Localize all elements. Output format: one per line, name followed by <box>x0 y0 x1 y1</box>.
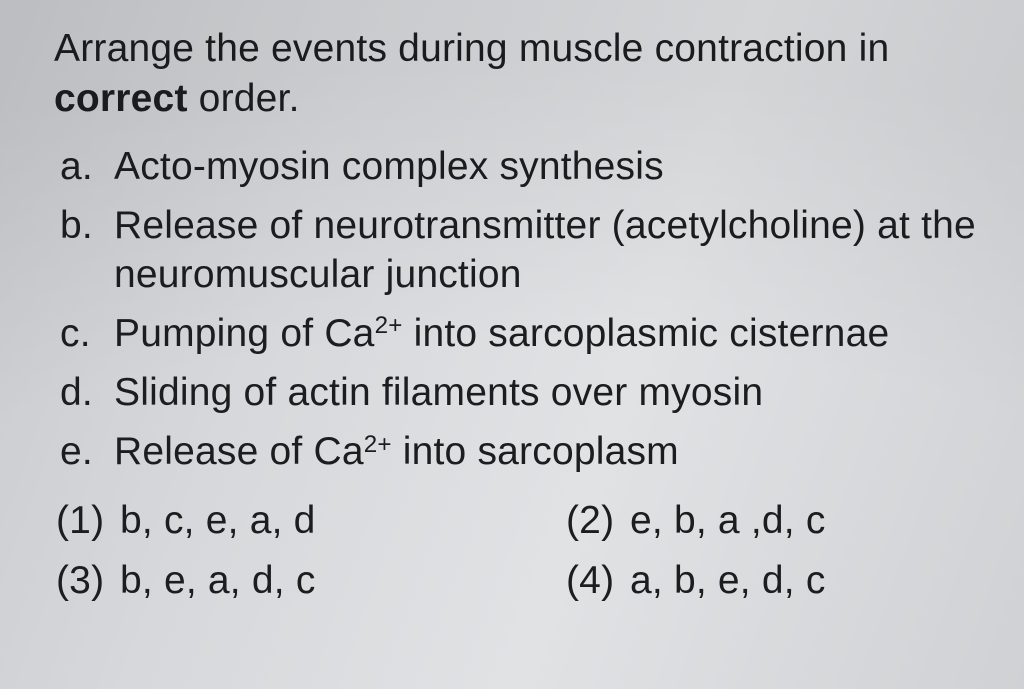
item-text-pre: Pumping of Ca <box>114 312 375 355</box>
item-text: Release of Ca2+ into sarcoplasm <box>114 427 984 476</box>
stem-line2: order. <box>188 77 300 120</box>
item-text: Release of neurotransmitter (acetylcholi… <box>114 201 984 299</box>
list-item: a. Acto-myosin complex synthesis <box>60 142 984 191</box>
item-list: a. Acto-myosin complex synthesis b. Rele… <box>60 142 984 477</box>
question-page: Arrange the events during muscle contrac… <box>0 0 1024 636</box>
option-number: (2) <box>566 495 630 548</box>
option-sequence: e, b, a ,d, c <box>630 495 826 548</box>
option-sequence: b, c, e, a, d <box>120 495 316 548</box>
stem-line1: Arrange the events during muscle contrac… <box>54 27 889 70</box>
option-row: (1) b, c, e, a, d (2) e, b, a ,d, c <box>56 495 984 548</box>
option: (1) b, c, e, a, d <box>56 495 566 548</box>
item-text: Pumping of Ca2+ into sarcoplasmic cister… <box>114 309 984 358</box>
option-sequence: b, e, a, d, c <box>120 555 316 608</box>
option-number: (3) <box>56 555 120 608</box>
list-item: d. Sliding of actin filaments over myosi… <box>60 368 984 417</box>
question-stem: Arrange the events during muscle contrac… <box>54 24 984 124</box>
list-item: c. Pumping of Ca2+ into sarcoplasmic cis… <box>60 309 984 358</box>
option: (2) e, b, a ,d, c <box>566 495 826 548</box>
item-text-post: into sarcoplasmic cisternae <box>403 312 890 355</box>
item-letter: d. <box>60 368 114 417</box>
item-letter: b. <box>60 201 114 250</box>
superscript: 2+ <box>364 431 392 458</box>
item-letter: a. <box>60 142 114 191</box>
item-letter: c. <box>60 309 114 358</box>
option-row: (3) b, e, a, d, c (4) a, b, e, d, c <box>56 555 984 608</box>
superscript: 2+ <box>375 312 403 339</box>
item-text: Sliding of actin filaments over myosin <box>114 368 984 417</box>
list-item: b. Release of neurotransmitter (acetylch… <box>60 201 984 299</box>
item-text-pre: Release of Ca <box>114 430 364 473</box>
option-sequence: a, b, e, d, c <box>630 555 826 608</box>
item-letter: e. <box>60 427 114 476</box>
item-text-post: into sarcoplasm <box>392 430 679 473</box>
option-number: (1) <box>56 495 120 548</box>
answer-options: (1) b, c, e, a, d (2) e, b, a ,d, c (3) … <box>56 495 984 608</box>
option: (4) a, b, e, d, c <box>566 555 826 608</box>
item-text: Acto-myosin complex synthesis <box>114 142 984 191</box>
list-item: e. Release of Ca2+ into sarcoplasm <box>60 427 984 476</box>
option-number: (4) <box>566 555 630 608</box>
option: (3) b, e, a, d, c <box>56 555 566 608</box>
stem-bold: correct <box>54 77 188 120</box>
